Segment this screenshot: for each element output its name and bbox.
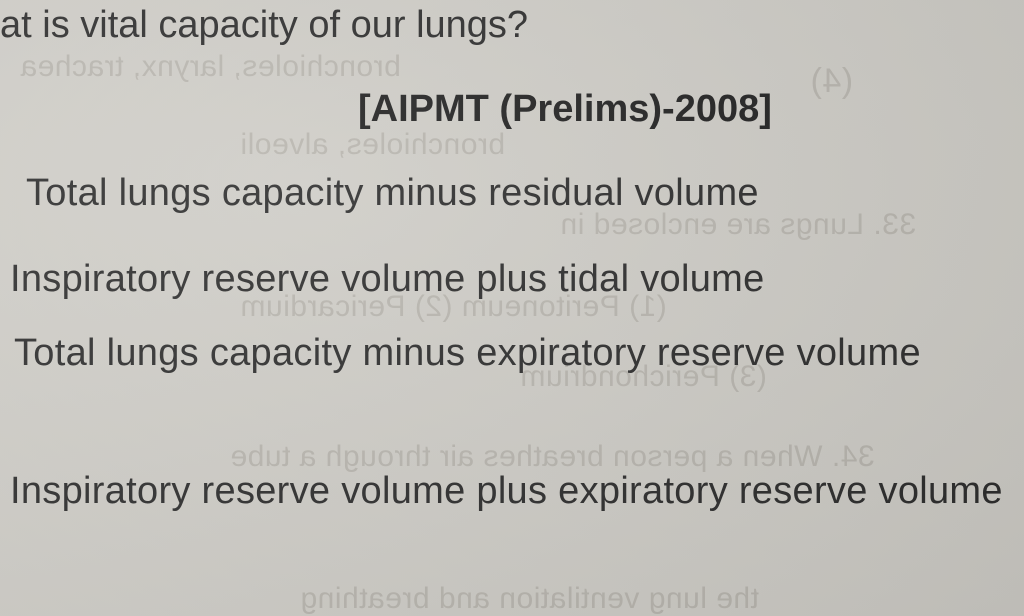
ghost-line-3: bronchioles, alveoli xyxy=(240,128,505,162)
exam-source-tag: [AIPMT (Prelims)-2008] xyxy=(358,88,772,131)
option-1: Total lungs capacity minus residual volu… xyxy=(26,168,759,219)
option-3: Total lungs capacity minus expiratory re… xyxy=(14,328,1004,379)
ghost-line-1: bronchioles, larynx, trachea xyxy=(20,50,401,84)
page-surface: bronchioles, larynx, trachea (4) bronchi… xyxy=(0,0,1024,616)
option-2: Inspiratory reserve volume plus tidal vo… xyxy=(10,254,765,305)
ghost-line-8: the lung ventilation and breathing xyxy=(300,582,759,616)
question-text: at is vital capacity of our lungs? xyxy=(0,4,528,47)
ghost-line-2: (4) xyxy=(810,62,853,101)
option-4: Inspiratory reserve volume plus expirato… xyxy=(10,466,1010,517)
